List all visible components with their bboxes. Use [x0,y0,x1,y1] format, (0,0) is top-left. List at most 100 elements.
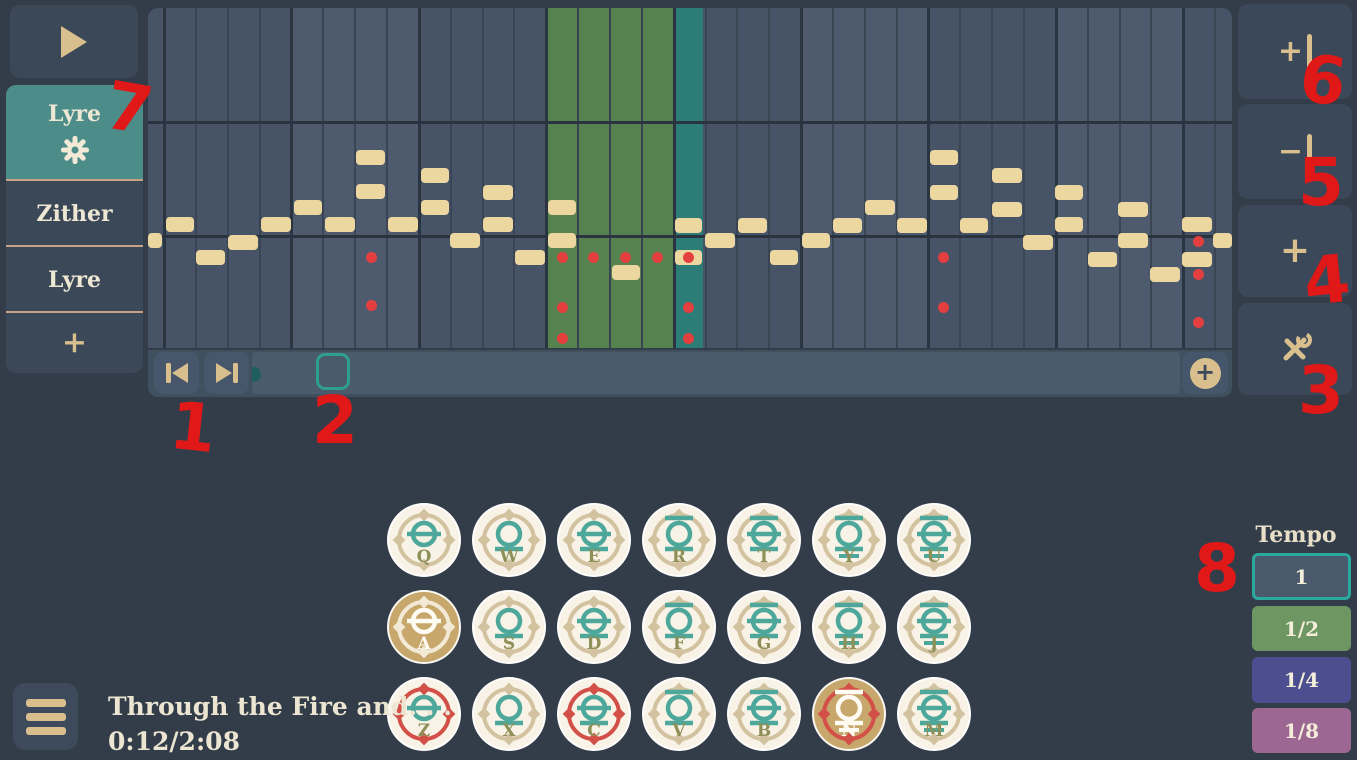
note[interactable] [930,150,958,165]
note-key-r[interactable]: R [642,503,716,577]
note-key-x[interactable]: X [472,677,546,751]
tools-button[interactable] [1238,303,1352,395]
note[interactable] [325,217,355,232]
note[interactable] [548,200,576,215]
track-tab-lyre-2[interactable]: Lyre [6,247,143,313]
octave-divider-line [148,121,1232,124]
note[interactable] [897,218,927,233]
tempo-option-1-8[interactable]: 1/8 [1252,708,1351,753]
note-key-t[interactable]: T [727,503,801,577]
note[interactable] [148,233,162,248]
track-tab-lyre-1[interactable]: Lyre [6,85,143,181]
tempo-option-1-2[interactable]: 1/2 [1252,606,1351,651]
note-glyph-icon [917,515,951,558]
note[interactable] [388,217,418,232]
note-key-a[interactable]: A [387,590,461,664]
scrollbar-handle[interactable] [316,353,350,390]
skip-to-start-button[interactable] [154,352,199,394]
note[interactable] [450,233,480,248]
tempo-option-1[interactable]: 1 [1252,553,1351,600]
roll-scrollbar-track[interactable] [252,352,1180,394]
note[interactable] [421,168,449,183]
track-tab-zither[interactable]: Zither [6,181,143,247]
compass-ring-icon [732,595,796,659]
song-time: 0:12/2:08 [108,727,240,756]
note[interactable] [612,265,640,280]
grid-column-line [545,8,549,348]
note-key-w[interactable]: W [472,503,546,577]
note[interactable] [770,250,798,265]
add-column-button[interactable]: + [1238,4,1352,99]
menu-button[interactable] [13,683,78,750]
add-measure-button[interactable]: + [1182,352,1228,394]
note[interactable] [1088,252,1117,267]
note-key-s[interactable]: S [472,590,546,664]
octave-divider-line [148,235,1232,238]
note-key-z[interactable]: Z [387,677,461,751]
note[interactable] [1182,217,1212,232]
note[interactable] [1182,252,1212,267]
grid-column-line [577,8,580,348]
note[interactable] [196,250,225,265]
note[interactable] [705,233,735,248]
note[interactable] [1055,185,1083,200]
note-key-f[interactable]: F [642,590,716,664]
note-key-q[interactable]: Q [387,503,461,577]
note[interactable] [166,217,194,232]
skip-to-end-button[interactable] [204,352,249,394]
note-key-c[interactable]: C [557,677,631,751]
tempo-option-1-4[interactable]: 1/4 [1252,657,1351,703]
key-letter: T [757,547,771,567]
note[interactable] [802,233,830,248]
grid-column-line [417,8,421,348]
note-glyph-icon [407,607,441,635]
add-button[interactable]: + [1238,205,1352,297]
note[interactable] [675,218,702,233]
note[interactable] [356,184,385,199]
play-button[interactable] [10,5,138,78]
note-key-m[interactable]: M [897,677,971,751]
note[interactable] [833,218,862,233]
track-divider [6,179,143,181]
note[interactable] [992,168,1022,183]
add-track-button[interactable]: + [6,313,143,371]
note-key-u[interactable]: U [897,503,971,577]
note[interactable] [483,185,513,200]
key-letter: R [671,547,687,567]
note[interactable] [1150,267,1180,282]
note-key-n[interactable]: N [812,677,886,751]
note[interactable] [421,200,449,215]
note-key-j[interactable]: J [897,590,971,664]
note[interactable] [738,218,767,233]
note[interactable] [992,202,1022,217]
note[interactable] [1213,233,1232,248]
note-key-g[interactable]: G [727,590,801,664]
note[interactable] [228,235,258,250]
note[interactable] [1118,202,1148,217]
note[interactable] [1055,217,1083,232]
key-letter: H [840,634,858,654]
remove-column-button[interactable]: − [1238,104,1352,199]
note-key-e[interactable]: E [557,503,631,577]
note[interactable] [483,217,513,232]
note-key-h[interactable]: H [812,590,886,664]
note[interactable] [515,250,545,265]
note[interactable] [1118,233,1148,248]
note-key-y[interactable]: Y [812,503,886,577]
note[interactable] [356,150,385,165]
note[interactable] [294,200,322,215]
layer-note-dot [556,251,568,263]
note[interactable] [1023,235,1053,250]
piano-roll[interactable] [148,8,1232,348]
gear-icon[interactable] [60,135,90,165]
note-key-v[interactable]: V [642,677,716,751]
note[interactable] [960,218,988,233]
note-key-d[interactable]: D [557,590,631,664]
note[interactable] [865,200,895,215]
note[interactable] [548,233,576,248]
note-key-b[interactable]: B [727,677,801,751]
compass-ring-icon [477,595,541,659]
note[interactable] [930,185,958,200]
note[interactable] [261,217,291,232]
grid-column-line [736,8,739,348]
